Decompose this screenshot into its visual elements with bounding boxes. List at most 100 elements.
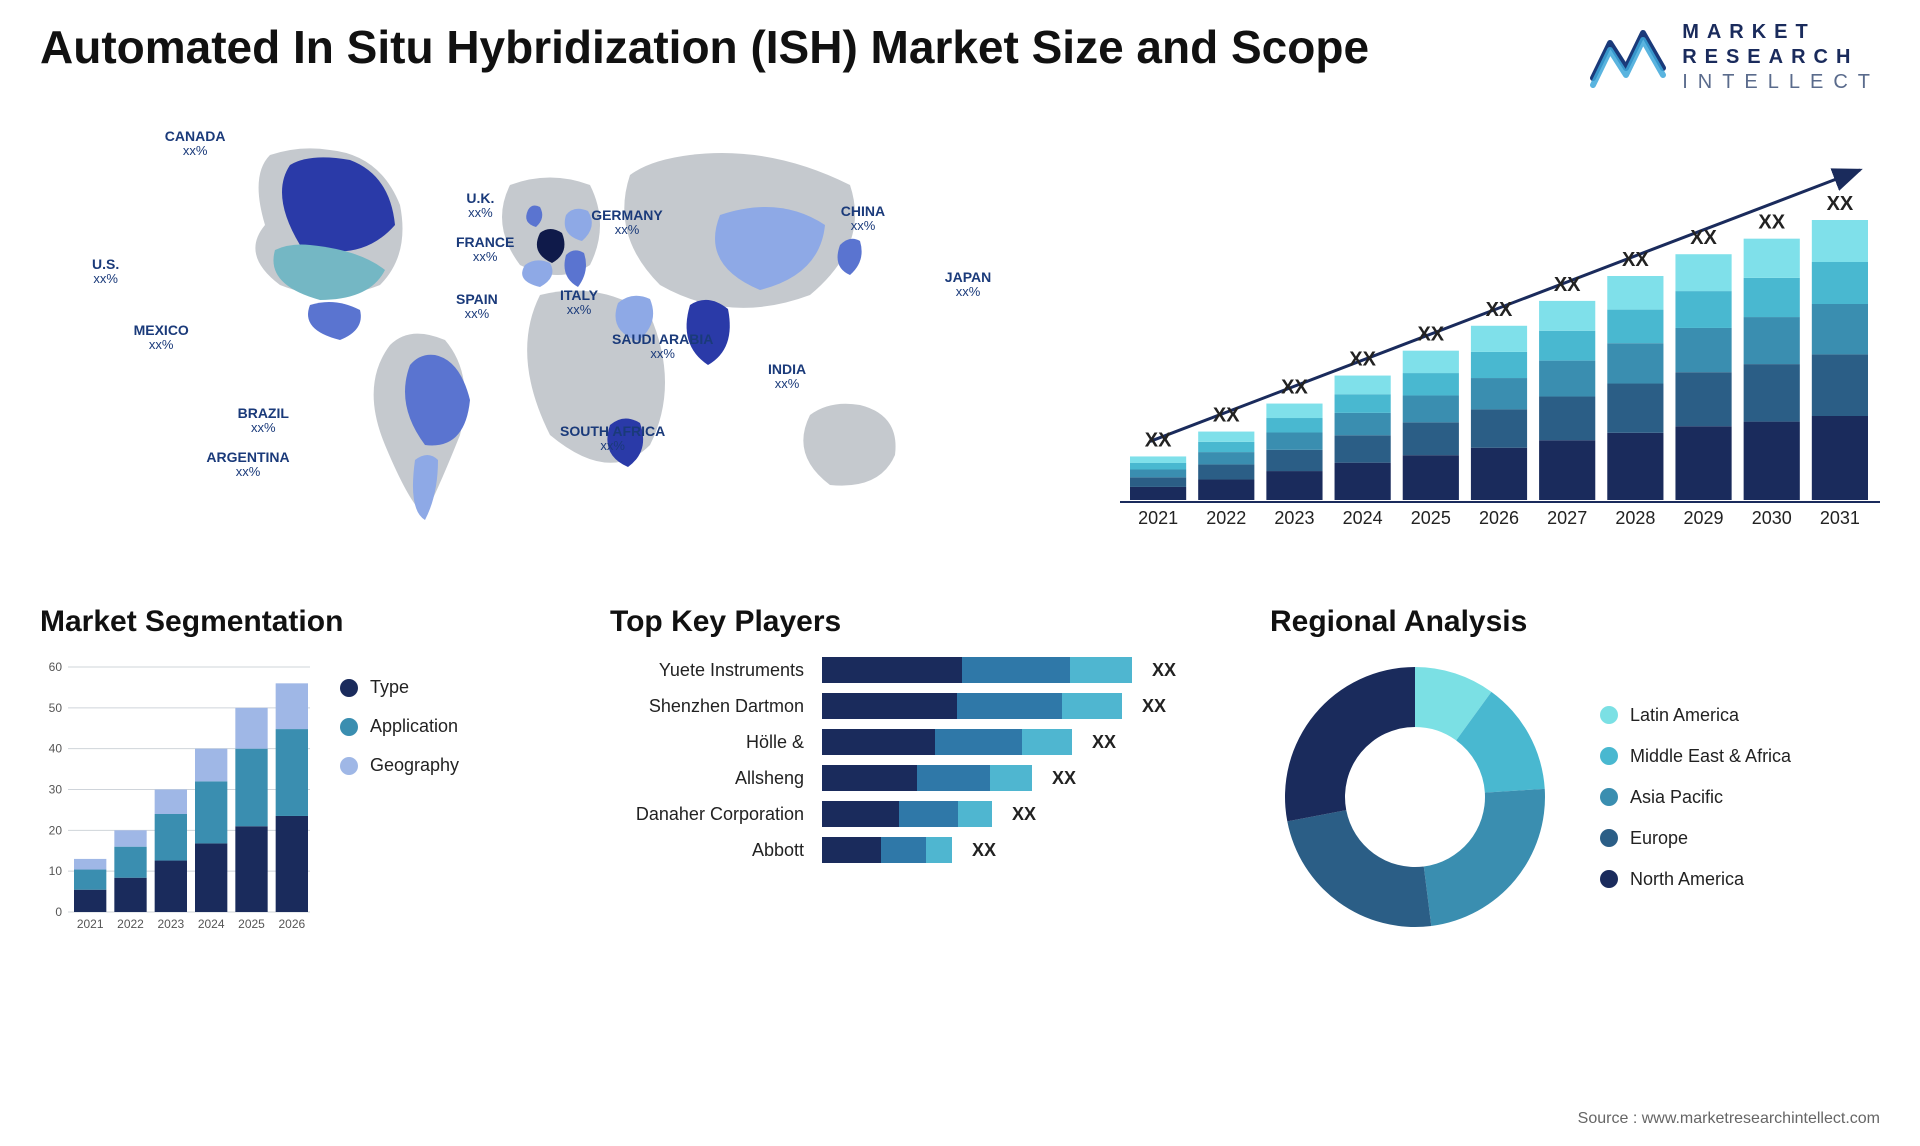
svg-text:2021: 2021 (1138, 508, 1178, 528)
players-title: Top Key Players (610, 605, 1220, 639)
svg-text:2030: 2030 (1752, 508, 1792, 528)
svg-text:2022: 2022 (1206, 508, 1246, 528)
svg-text:XX: XX (1827, 193, 1854, 215)
svg-text:2031: 2031 (1820, 508, 1860, 528)
svg-text:2022: 2022 (117, 917, 144, 931)
regional-legend: Latin America Middle East & Africa Asia Pa… (1600, 705, 1791, 890)
legend-item: Europe (1600, 828, 1791, 849)
logo-icon (1588, 23, 1668, 93)
player-bar (822, 837, 952, 863)
regional-title: Regional Analysis (1270, 605, 1880, 639)
player-value: XX (972, 840, 996, 861)
svg-text:2024: 2024 (1343, 508, 1383, 528)
legend-swatch (1600, 870, 1618, 888)
segmentation-panel: Market Segmentation 01020304050602021202… (40, 605, 560, 965)
svg-text:XX: XX (1690, 227, 1717, 249)
player-row: Shenzhen Dartmon XX (610, 693, 1220, 719)
svg-text:2025: 2025 (1411, 508, 1451, 528)
map-label: INDIAxx% (768, 361, 806, 392)
svg-text:XX: XX (1145, 429, 1172, 451)
player-bar (822, 729, 1072, 755)
legend-label: North America (1630, 869, 1744, 890)
market-size-barchart: XX2021XX2022XX2023XX2024XX2025XX2026XX20… (1120, 115, 1880, 555)
page-title: Automated In Situ Hybridization (ISH) Ma… (40, 20, 1369, 74)
legend-item: Type (340, 677, 459, 698)
legend-swatch (1600, 788, 1618, 806)
legend-label: Latin America (1630, 705, 1739, 726)
legend-label: Asia Pacific (1630, 787, 1723, 808)
player-row: Yuete InstrumentsXX (610, 657, 1220, 683)
player-name: Yuete Instruments (610, 660, 810, 681)
svg-text:XX: XX (1622, 249, 1649, 271)
legend-item: Geography (340, 755, 459, 776)
map-label: U.K.xx% (466, 190, 494, 221)
legend-swatch (1600, 706, 1618, 724)
legend-label: Type (370, 677, 409, 698)
map-svg (40, 115, 1080, 555)
legend-item: Asia Pacific (1600, 787, 1791, 808)
legend-swatch (340, 757, 358, 775)
svg-text:XX: XX (1758, 212, 1785, 234)
map-label: CANADAxx% (165, 128, 226, 159)
svg-text:2028: 2028 (1615, 508, 1655, 528)
svg-text:2021: 2021 (77, 917, 104, 931)
player-name: Hölle & (610, 732, 810, 753)
map-label: BRAZILxx% (238, 405, 289, 436)
player-row: Hölle &XX (610, 729, 1220, 755)
svg-text:2023: 2023 (157, 917, 184, 931)
legend-label: Europe (1630, 828, 1688, 849)
legend-item: Latin America (1600, 705, 1791, 726)
map-label: ITALYxx% (560, 287, 598, 318)
top-row: CANADAxx%U.S.xx%MEXICOxx%BRAZILxx%ARGENT… (40, 115, 1880, 555)
svg-text:2025: 2025 (238, 917, 265, 931)
legend-swatch (340, 679, 358, 697)
players-list: Yuete InstrumentsXXShenzhen DartmonXXHöl… (610, 657, 1220, 863)
svg-text:XX: XX (1486, 299, 1513, 321)
map-label: JAPANxx% (945, 269, 991, 300)
header: Automated In Situ Hybridization (ISH) Ma… (40, 20, 1880, 95)
player-value: XX (1142, 696, 1166, 717)
svg-text:2027: 2027 (1547, 508, 1587, 528)
svg-text:2024: 2024 (198, 917, 225, 931)
world-map: CANADAxx%U.S.xx%MEXICOxx%BRAZILxx%ARGENT… (40, 115, 1080, 555)
svg-text:10: 10 (49, 864, 63, 878)
svg-text:2026: 2026 (278, 917, 305, 931)
barchart-svg: XX2021XX2022XX2023XX2024XX2025XX2026XX20… (1120, 125, 1880, 555)
svg-text:20: 20 (49, 823, 63, 837)
map-label: SPAINxx% (456, 291, 498, 322)
player-row: AllshengXX (610, 765, 1220, 791)
player-value: XX (1052, 768, 1076, 789)
svg-text:XX: XX (1213, 405, 1240, 427)
map-label: MEXICOxx% (134, 322, 189, 353)
svg-text:2026: 2026 (1479, 508, 1519, 528)
bottom-row: Market Segmentation 01020304050602021202… (40, 605, 1880, 965)
svg-text:50: 50 (49, 701, 63, 715)
regional-panel: Regional Analysis Latin America Middle Ea… (1270, 605, 1880, 965)
svg-text:30: 30 (49, 783, 63, 797)
player-name: Danaher Corporation (610, 804, 810, 825)
svg-text:XX: XX (1281, 377, 1308, 399)
player-bar (822, 693, 1122, 719)
legend-item: Application (340, 716, 459, 737)
map-label: GERMANYxx% (591, 207, 663, 238)
svg-text:XX: XX (1554, 274, 1581, 296)
legend-swatch (1600, 829, 1618, 847)
legend-swatch (340, 718, 358, 736)
svg-text:XX: XX (1349, 349, 1376, 371)
svg-text:60: 60 (49, 660, 63, 674)
player-name: Shenzhen Dartmon (610, 696, 810, 717)
regional-donut (1270, 657, 1560, 937)
svg-text:2029: 2029 (1684, 508, 1724, 528)
map-label: ARGENTINAxx% (206, 449, 289, 480)
legend-label: Application (370, 716, 458, 737)
map-label: FRANCExx% (456, 234, 514, 265)
svg-text:0: 0 (55, 905, 62, 919)
player-name: Abbott (610, 840, 810, 861)
legend-item: Middle East & Africa (1600, 746, 1791, 767)
segmentation-legend: Type Application Geography (340, 657, 459, 937)
svg-text:XX: XX (1417, 324, 1444, 346)
player-bar (822, 801, 992, 827)
map-label: SAUDI ARABIAxx% (612, 331, 713, 362)
legend-item: North America (1600, 869, 1791, 890)
player-value: XX (1012, 804, 1036, 825)
